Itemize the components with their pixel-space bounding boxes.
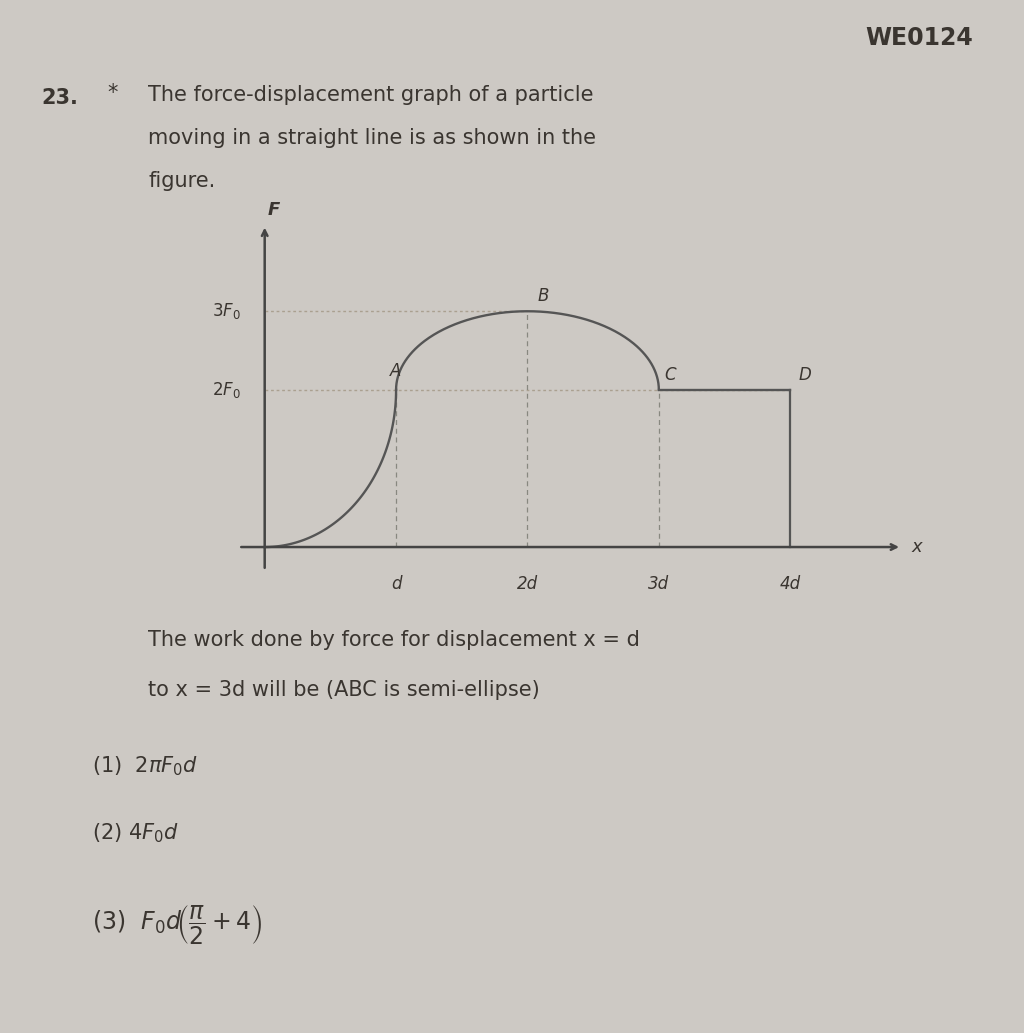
- Text: *: *: [108, 83, 118, 102]
- Text: d: d: [391, 574, 401, 593]
- Text: WE0124: WE0124: [865, 26, 973, 50]
- Text: moving in a straight line is as shown in the: moving in a straight line is as shown in…: [148, 128, 596, 148]
- Text: x: x: [911, 538, 922, 556]
- Text: 3d: 3d: [648, 574, 670, 593]
- Text: 2d: 2d: [517, 574, 538, 593]
- Text: A: A: [390, 363, 401, 380]
- Text: (1)  $2\pi F_0 d$: (1) $2\pi F_0 d$: [92, 754, 198, 778]
- Text: D: D: [798, 366, 811, 383]
- Text: F: F: [267, 200, 280, 219]
- Text: The work done by force for displacement x = d: The work done by force for displacement …: [148, 630, 640, 650]
- Text: B: B: [538, 287, 549, 305]
- Text: (2) $4F_0 d$: (2) $4F_0 d$: [92, 821, 179, 845]
- Text: 4d: 4d: [779, 574, 801, 593]
- Text: C: C: [665, 366, 676, 383]
- Text: figure.: figure.: [148, 171, 216, 191]
- Text: $3F_0$: $3F_0$: [212, 302, 241, 321]
- Text: The force-displacement graph of a particle: The force-displacement graph of a partic…: [148, 85, 594, 104]
- Text: $2F_0$: $2F_0$: [212, 380, 241, 400]
- Text: 23.: 23.: [41, 88, 78, 107]
- Text: to x = 3d will be (ABC is semi-ellipse): to x = 3d will be (ABC is semi-ellipse): [148, 680, 541, 699]
- Text: (3)  $F_0 d\!\left(\dfrac{\pi}{2}+4\right)$: (3) $F_0 d\!\left(\dfrac{\pi}{2}+4\right…: [92, 904, 262, 947]
